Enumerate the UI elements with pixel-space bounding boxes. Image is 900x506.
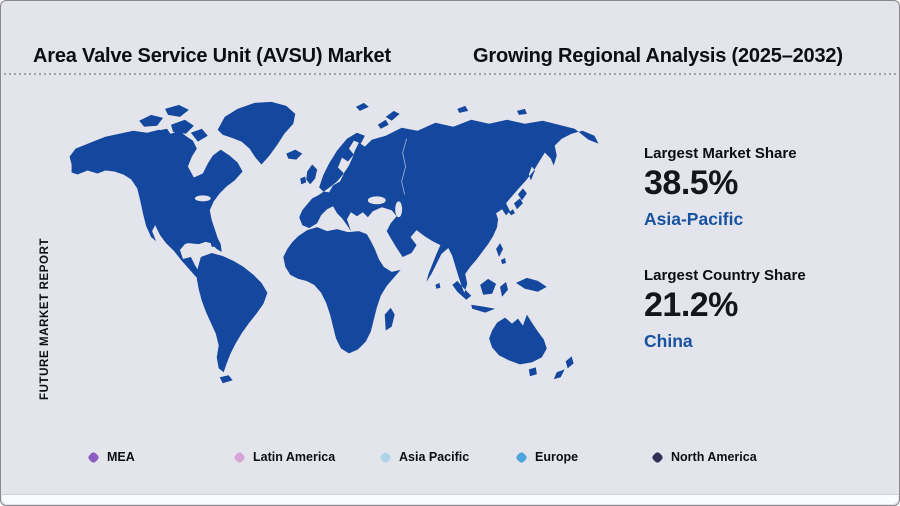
legend-item-mea: MEA	[87, 449, 135, 465]
country-share-region: China	[644, 331, 693, 351]
market-share-value: 38.5%	[644, 164, 738, 202]
page-subtitle: Growing Regional Analysis (2025–2032)	[473, 45, 843, 67]
legend-dot-mea	[87, 450, 100, 464]
legend-label-asia-pacific: Asia Pacific	[399, 450, 470, 464]
world-map-water-details	[194, 138, 407, 218]
legend-dot-asia-pacific	[379, 450, 392, 464]
legend-item-asia-pacific: Asia Pacific	[379, 449, 470, 465]
great-lakes	[194, 195, 211, 202]
legend-dot-north-america	[651, 450, 664, 464]
ural-border-line	[401, 138, 407, 195]
dotted-separator	[4, 73, 896, 75]
legend-dot-europe	[515, 450, 528, 464]
world-map-landmass	[69, 101, 599, 384]
black-sea	[367, 196, 386, 205]
market-share-region: Asia-Pacific	[644, 209, 744, 229]
caspian-sea	[395, 201, 403, 218]
legend-label-europe: Europe	[535, 450, 579, 464]
country-share-value: 21.2%	[644, 286, 738, 324]
brand-watermark: FUTURE MARKET REPORT	[39, 237, 51, 400]
legend-item-europe: Europe	[515, 449, 579, 465]
page-title: Area Valve Service Unit (AVSU) Market	[33, 45, 391, 67]
legend-label-mea: MEA	[107, 450, 135, 464]
legend-dot-latin-america	[233, 450, 246, 464]
legend-label-north-america: North America	[671, 450, 757, 464]
country-share-label: Largest Country Share	[644, 267, 806, 284]
legend-item-north-america: North America	[651, 449, 757, 465]
market-share-label: Largest Market Share	[644, 145, 797, 162]
legend-item-latin-america: Latin America	[233, 449, 336, 465]
bottom-strip	[2, 494, 898, 504]
world-map-container	[59, 87, 621, 425]
legend-label-latin-america: Latin America	[253, 450, 336, 464]
world-map	[69, 101, 599, 384]
